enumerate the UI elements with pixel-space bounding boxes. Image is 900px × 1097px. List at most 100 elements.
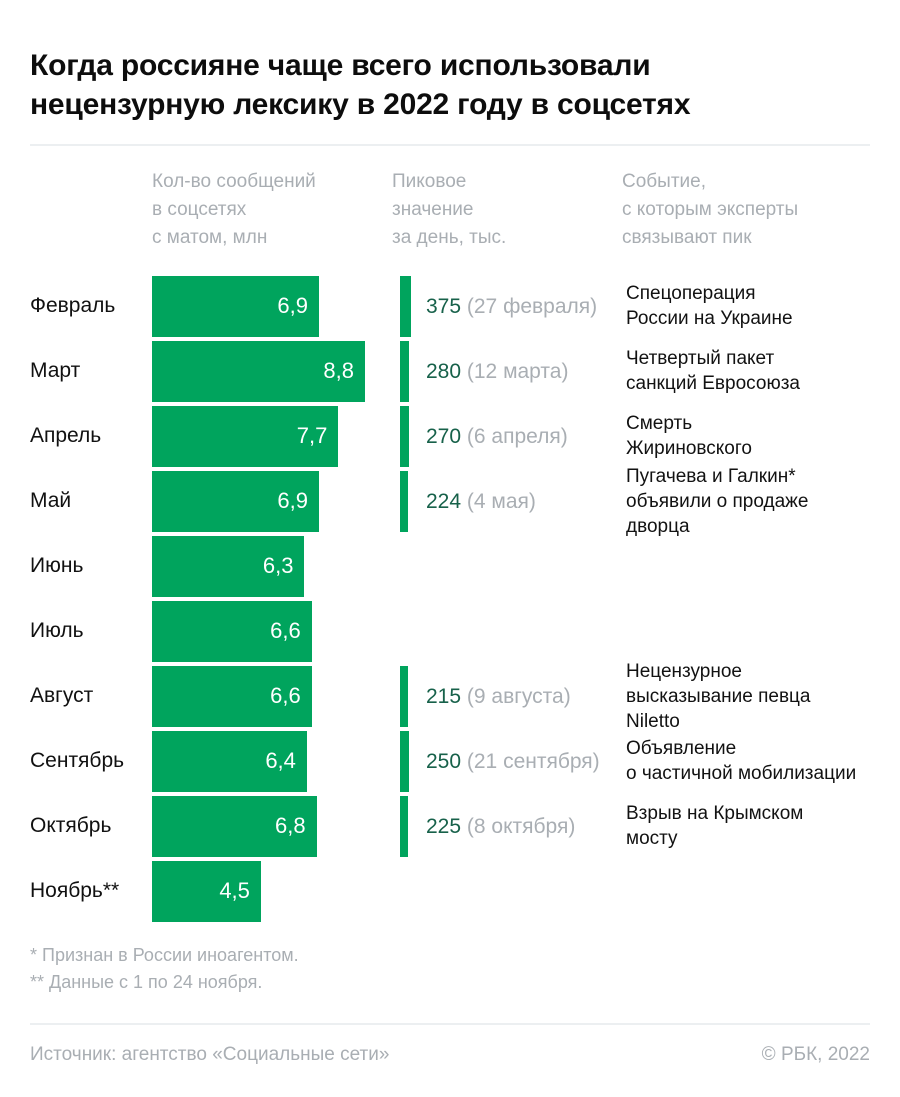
row-bar-cell: 6,6 [152,664,392,729]
peak-number: 270 [426,424,462,448]
row-bar-cell: 6,9 [152,274,392,339]
peak-date: (4 мая) [461,489,536,513]
table-row: Ноябрь** 4,5 [30,859,870,924]
event-description: Смерть Жириновского [626,413,752,460]
column-headers: Кол-во сообщений в соцсетях с матом, млн… [30,146,870,252]
event-description: Четвертый пакет санкций Евросоюза [626,348,800,395]
peak-date: (21 сентября) [461,749,600,773]
row-month-label: Август [30,684,94,708]
peak-value-text: 224 (4 мая) [400,491,536,512]
bar-value-label: 4,5 [219,878,250,904]
bar: 6,9 [152,470,319,532]
footnote-2: ** Данные с 1 по 24 ноября. [30,972,263,993]
bar: 6,3 [152,535,305,597]
row-event-cell: Смерть Жириновского [622,404,870,469]
table-row: Апрель 7,7 270 (6 апреля) Смерть Жириновско… [30,404,870,469]
peak-tick-marker [400,730,409,792]
row-peak-cell [392,599,622,664]
bar-value-label: 8,8 [323,358,354,384]
row-event-cell: Пугачева и Галкин* объявили о продаже дв… [622,466,870,538]
row-peak-cell: 215 (9 августа) [392,664,622,729]
bar: 6,9 [152,275,319,337]
peak-number: 250 [426,749,462,773]
bar-value-label: 6,6 [270,683,301,709]
row-month-label: Июнь [30,554,84,578]
row-bar-cell: 6,9 [152,469,392,534]
peak-value-text: 215 (9 августа) [400,686,571,707]
row-event-cell: Взрыв на Крымском мосту [622,794,870,859]
bar-value-label: 6,9 [277,293,308,319]
peak-date: (9 августа) [461,684,571,708]
row-month-label: Май [30,489,72,513]
peak-date: (8 октября) [461,814,576,838]
row-peak-cell: 224 (4 мая) [392,469,622,534]
bar: 6,4 [152,730,307,792]
row-bar-cell: 6,4 [152,729,392,794]
bar-value-label: 7,7 [296,423,328,449]
table-row: Октябрь 6,8 225 (8 октября) Взрыв на Крымск… [30,794,870,859]
row-month-label: Сентябрь [30,749,125,773]
row-event-cell [622,599,870,664]
bar-value-label: 6,8 [274,813,306,839]
table-row: Февраль 6,9 375 (27 февраля) Спецоперация Р… [30,274,870,339]
row-event-cell: Спецоперация России на Украине [622,274,870,339]
event-description: Спецоперация России на Украине [626,283,793,330]
row-peak-cell: 280 (12 марта) [392,339,622,404]
row-event-cell: Нецензурное высказывание певца Niletto [622,661,870,733]
table-row: Август 6,6 215 (9 августа) Нецензурное выск… [30,661,870,733]
event-description: Объявление о частичной мобилизации [626,738,857,785]
column-header-peak: Пиковое значение за день, тыс. [392,171,507,249]
row-peak-cell: 375 (27 февраля) [392,274,622,339]
copyright-label: © РБК, 2022 [761,1043,870,1065]
chart-rows: Февраль 6,9 375 (27 февраля) Спецоперация Р… [30,274,870,924]
peak-value-text: 375 (27 февраля) [400,296,597,317]
peak-number: 215 [426,684,462,708]
peak-number: 280 [426,359,462,383]
footnote-1: * Признан в России иноагентом. [30,944,299,965]
row-month-label: Февраль [30,294,116,318]
event-description: Пугачева и Галкин* объявили о продаже дв… [626,465,809,538]
row-month-label: Июль [30,619,84,643]
peak-date: (12 марта) [461,359,569,383]
table-row: Июль 6,6 [30,599,870,664]
peak-number: 375 [426,294,462,318]
bar: 4,5 [152,860,261,922]
row-month-label: Апрель [30,424,102,448]
bar: 7,7 [152,405,339,467]
page-title: Когда россияне чаще всего использовали н… [30,49,691,122]
peak-tick-marker [400,795,409,857]
peak-tick-marker [400,470,409,532]
footer-divider [30,1022,870,1025]
bar: 6,6 [152,665,312,727]
bar-value-label: 6,4 [265,748,296,774]
row-peak-cell [392,859,622,924]
footer: Источник: агентство «Социальные сети» © … [30,1044,870,1066]
peak-tick-marker [400,340,410,402]
row-month-label: Октябрь [30,814,112,838]
column-header-event: Событие, с которым эксперты связывают пи… [622,171,799,249]
row-month-label: Ноябрь** [30,879,120,903]
row-peak-cell: 225 (8 октября) [392,794,622,859]
peak-tick-marker [400,665,408,727]
row-bar-cell: 7,7 [152,404,392,469]
bar: 6,6 [152,600,312,662]
peak-value-text: 250 (21 сентября) [400,751,600,772]
row-bar-cell: 4,5 [152,859,392,924]
row-peak-cell: 270 (6 апреля) [392,404,622,469]
row-peak-cell [392,534,622,599]
footnotes: * Признан в России иноагентом. ** Данные… [30,942,870,997]
table-row: Сентябрь 6,4 250 (21 сентября) Объявление о… [30,729,870,794]
row-bar-cell: 8,8 [152,339,392,404]
event-description: Нецензурное высказывание певца Niletto [626,660,811,733]
row-event-cell: Объявление о частичной мобилизации [622,729,870,794]
table-row: Июнь 6,3 [30,534,870,599]
peak-number: 225 [426,814,462,838]
header-divider [30,144,870,147]
peak-date: (27 февраля) [461,294,598,318]
row-month-label: Март [30,359,81,383]
row-event-cell: Четвертый пакет санкций Евросоюза [622,339,870,404]
row-event-cell [622,534,870,599]
table-row: Май 6,9 224 (4 мая) Пугачева и Галкин* объя… [30,466,870,538]
peak-number: 224 [426,489,462,513]
row-bar-cell: 6,3 [152,534,392,599]
